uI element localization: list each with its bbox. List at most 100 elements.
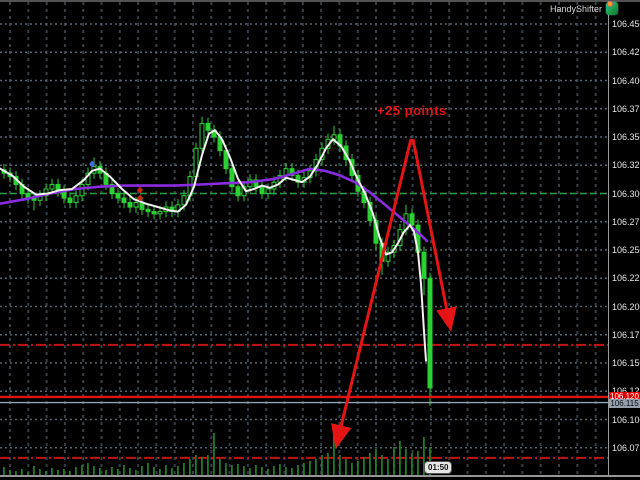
price-axis-label: 106.375: [612, 103, 640, 114]
volume-bar: [195, 455, 197, 475]
volume-bar: [147, 463, 149, 475]
ma-purple-line: [0, 167, 429, 243]
volume-bar: [9, 470, 11, 475]
candle-body: [127, 202, 133, 208]
signal-diamond-marker: [137, 186, 143, 194]
volume-bar: [339, 455, 341, 475]
volume-bar: [399, 441, 401, 475]
volume-bar: [273, 466, 275, 475]
volume-bar: [261, 467, 263, 475]
candle-body: [121, 197, 127, 204]
candle-body: [385, 251, 391, 262]
price-axis-label: 106.275: [612, 216, 640, 227]
candle-body: [181, 195, 187, 206]
trend-arrow[interactable]: [411, 138, 457, 332]
price-axis-label: 106.150: [612, 358, 640, 368]
signal-diamond-marker: [137, 194, 143, 202]
ask-price-label: 106.120: [609, 391, 640, 401]
volume-bar: [51, 468, 53, 475]
volume-bar: [213, 433, 215, 475]
volume-bar: [351, 463, 353, 475]
volume-bar: [255, 465, 257, 475]
volume-bar: [15, 471, 17, 475]
volume-bar: [363, 457, 365, 475]
volume-bar: [171, 468, 173, 475]
candle-body: [79, 183, 85, 197]
volume-bar: [153, 467, 155, 475]
price-axis-label: 106.175: [612, 329, 640, 340]
price-axis-label: 106.200: [612, 301, 640, 312]
volume-bar: [93, 466, 95, 475]
candle-body: [157, 211, 163, 215]
volume-bar: [405, 449, 407, 475]
volume-bar: [21, 469, 23, 475]
volume-bar: [279, 464, 281, 475]
expert-advisor-name: HandyShifter: [549, 4, 602, 14]
candle-body: [259, 186, 265, 195]
signal-diamond-marker: [89, 160, 95, 168]
volume-bar: [3, 467, 5, 475]
volume-bar: [393, 447, 395, 475]
price-axis-label: 106.325: [612, 160, 640, 171]
candle-body: [229, 168, 235, 188]
volume-bar: [117, 469, 119, 475]
volume-bar: [231, 465, 233, 475]
volume-bar: [201, 457, 203, 475]
candle-body: [109, 183, 115, 195]
volume-bar: [345, 459, 347, 475]
bid-price-label: 106.115: [609, 398, 640, 408]
candle-body: [133, 202, 139, 208]
price-axis-label: 106.350: [612, 132, 640, 142]
price-axis-label: 106.450: [612, 19, 640, 29]
volume-bar: [387, 459, 389, 475]
volume-bar: [309, 461, 311, 475]
candle-body: [151, 211, 157, 215]
price-axis-label: 106.250: [612, 245, 640, 255]
volume-bar: [315, 459, 317, 475]
volume-bar: [135, 470, 137, 475]
candle-body: [49, 183, 55, 190]
price-axis-label: 106.400: [612, 75, 640, 86]
volume-bar: [303, 463, 305, 475]
volume-bar: [291, 468, 293, 475]
candle-body: [289, 168, 295, 176]
volume-bar: [45, 471, 47, 475]
volume-bar: [285, 467, 287, 475]
volume-bar: [333, 430, 335, 475]
volume-bar: [417, 451, 419, 475]
candle-body: [43, 188, 49, 197]
volume-bar: [69, 471, 71, 475]
volume-bar: [225, 463, 227, 475]
trend-arrow[interactable]: [331, 138, 413, 449]
volume-bar: [27, 472, 29, 475]
volume-bar: [111, 467, 113, 475]
volume-bar: [105, 470, 107, 475]
ma-white-line: [0, 129, 427, 362]
volume-bar: [357, 461, 359, 475]
time-axis-label: 01:50: [424, 461, 453, 474]
volume-bar: [237, 464, 239, 475]
volume-bar: [321, 455, 323, 475]
volume-bar: [375, 449, 377, 475]
candle-body: [235, 186, 241, 197]
volume-bar: [219, 459, 221, 475]
volume-bar: [99, 468, 101, 475]
price-axis-label: 106.425: [612, 47, 640, 58]
volume-bar: [177, 466, 179, 475]
volume-bar: [381, 455, 383, 475]
volume-bar: [183, 463, 185, 475]
expert-advisor-icon[interactable]: [606, 1, 618, 15]
volume-bar: [189, 459, 191, 475]
volume-bar: [423, 437, 425, 475]
volume-bar: [63, 469, 65, 475]
candle-body: [205, 122, 211, 131]
candle-body: [265, 188, 271, 194]
volume-bar: [267, 469, 269, 475]
price-axis-label: 106.225: [612, 273, 640, 284]
candle-body: [73, 195, 79, 204]
volume-bar: [249, 468, 251, 475]
volume-bar: [165, 465, 167, 475]
volume-bar: [207, 455, 209, 475]
